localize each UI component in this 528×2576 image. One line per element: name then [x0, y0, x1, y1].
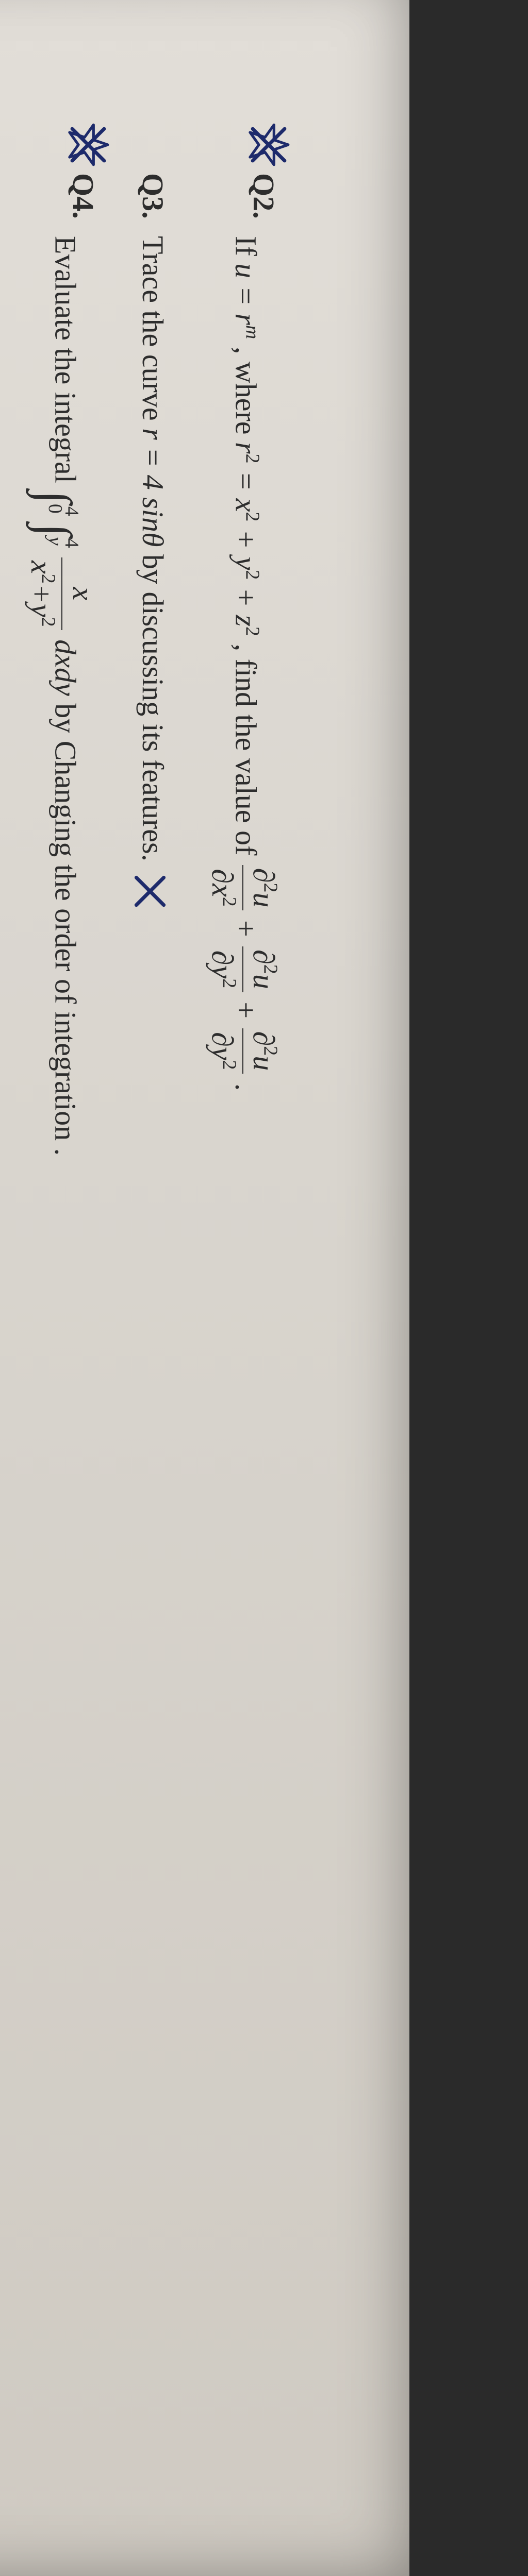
text: Trace the curve: [136, 236, 170, 428]
cross-icon: [132, 873, 168, 909]
math-sup: 2: [218, 1060, 240, 1070]
question-text: Trace the curve r = 4 sinθ by discussing…: [132, 236, 180, 2425]
text: .: [229, 1083, 262, 1091]
math-sup: 2: [242, 626, 263, 636]
math-sup: 2: [218, 897, 240, 907]
math: + z: [229, 587, 262, 626]
text: by Changing the order of integration .: [48, 703, 82, 1156]
math-sup: 2: [38, 617, 59, 627]
question-row: Q4. Evaluate the integral ∫04 ∫y4 x x2+y…: [21, 123, 110, 2425]
math: x: [67, 587, 100, 601]
text: Evaluate the integral: [48, 236, 82, 490]
question-label-wrap: Q3.: [133, 123, 180, 236]
math-sup: 4: [61, 506, 82, 516]
math: r: [229, 442, 262, 454]
math: u: [247, 1056, 280, 1071]
math: ∂: [247, 950, 280, 964]
spacer-icon: [136, 123, 180, 167]
question-label: Q4.: [62, 173, 110, 219]
math: dxdy: [48, 639, 82, 696]
math: + y: [229, 529, 262, 570]
math: u: [247, 974, 280, 989]
text: +: [229, 920, 262, 944]
math: ∂: [247, 868, 280, 883]
question-label: Q2.: [243, 173, 291, 219]
question-text: Evaluate the integral ∫04 ∫y4 x x2+y2 dx…: [21, 236, 110, 2425]
math-sup: 4: [61, 538, 82, 548]
math-sup: 2: [259, 964, 281, 974]
math: ∂x: [206, 869, 239, 896]
text: by discussing its features.: [136, 554, 170, 861]
text: , find the value of: [229, 644, 262, 863]
math: ∂: [247, 1031, 280, 1046]
question-label: Q3.: [133, 173, 180, 219]
text: +: [229, 1002, 262, 1026]
question-label-wrap: Q4.: [62, 123, 110, 236]
math: r = 4 sinθ: [136, 428, 170, 547]
crossed-star-icon: [246, 123, 291, 167]
math-sup: m: [242, 325, 263, 339]
text: , where: [229, 347, 262, 442]
math-sup: 2: [259, 883, 281, 892]
fraction: ∂2u ∂y2: [202, 1028, 284, 1074]
math: ∂y: [206, 951, 239, 978]
question-label-wrap: Q2.: [243, 123, 291, 236]
math-sup: 2: [259, 1046, 281, 1056]
math-sup: 2: [242, 512, 263, 521]
math-sup: 2: [242, 570, 263, 580]
math: x: [25, 561, 58, 574]
math-sup: 2: [218, 978, 240, 988]
math: ∂y: [206, 1032, 239, 1060]
question-list: Q2. If u = rm , where r2 = x2 + y2 + z2 …: [0, 123, 291, 2425]
integral-sign: ∫: [22, 523, 86, 536]
fraction: ∂2u ∂x2: [202, 865, 284, 911]
question-row: Q2. If u = rm , where r2 = x2 + y2 + z2 …: [202, 123, 291, 2425]
exam-paper: Q2. If u = rm , where r2 = x2 + y2 + z2 …: [0, 0, 409, 2576]
math-sup: 2: [242, 454, 263, 464]
integral-sign: ∫: [22, 490, 86, 503]
math-sup: 2: [38, 574, 59, 584]
math: u: [247, 892, 280, 907]
question-row: Q3. Trace the curve r = 4 sinθ by discus…: [132, 123, 180, 2425]
text: If: [229, 236, 262, 263]
crossed-star-icon: [66, 123, 110, 167]
math: u = r: [229, 263, 262, 325]
math: = x: [229, 471, 262, 512]
math: +y: [25, 584, 58, 617]
question-text: If u = rm , where r2 = x2 + y2 + z2 , fi…: [202, 236, 291, 2425]
fraction: x x2+y2: [21, 557, 103, 630]
fraction: ∂2u ∂y2: [202, 946, 284, 992]
viewport: Q2. If u = rm , where r2 = x2 + y2 + z2 …: [0, 0, 528, 2576]
